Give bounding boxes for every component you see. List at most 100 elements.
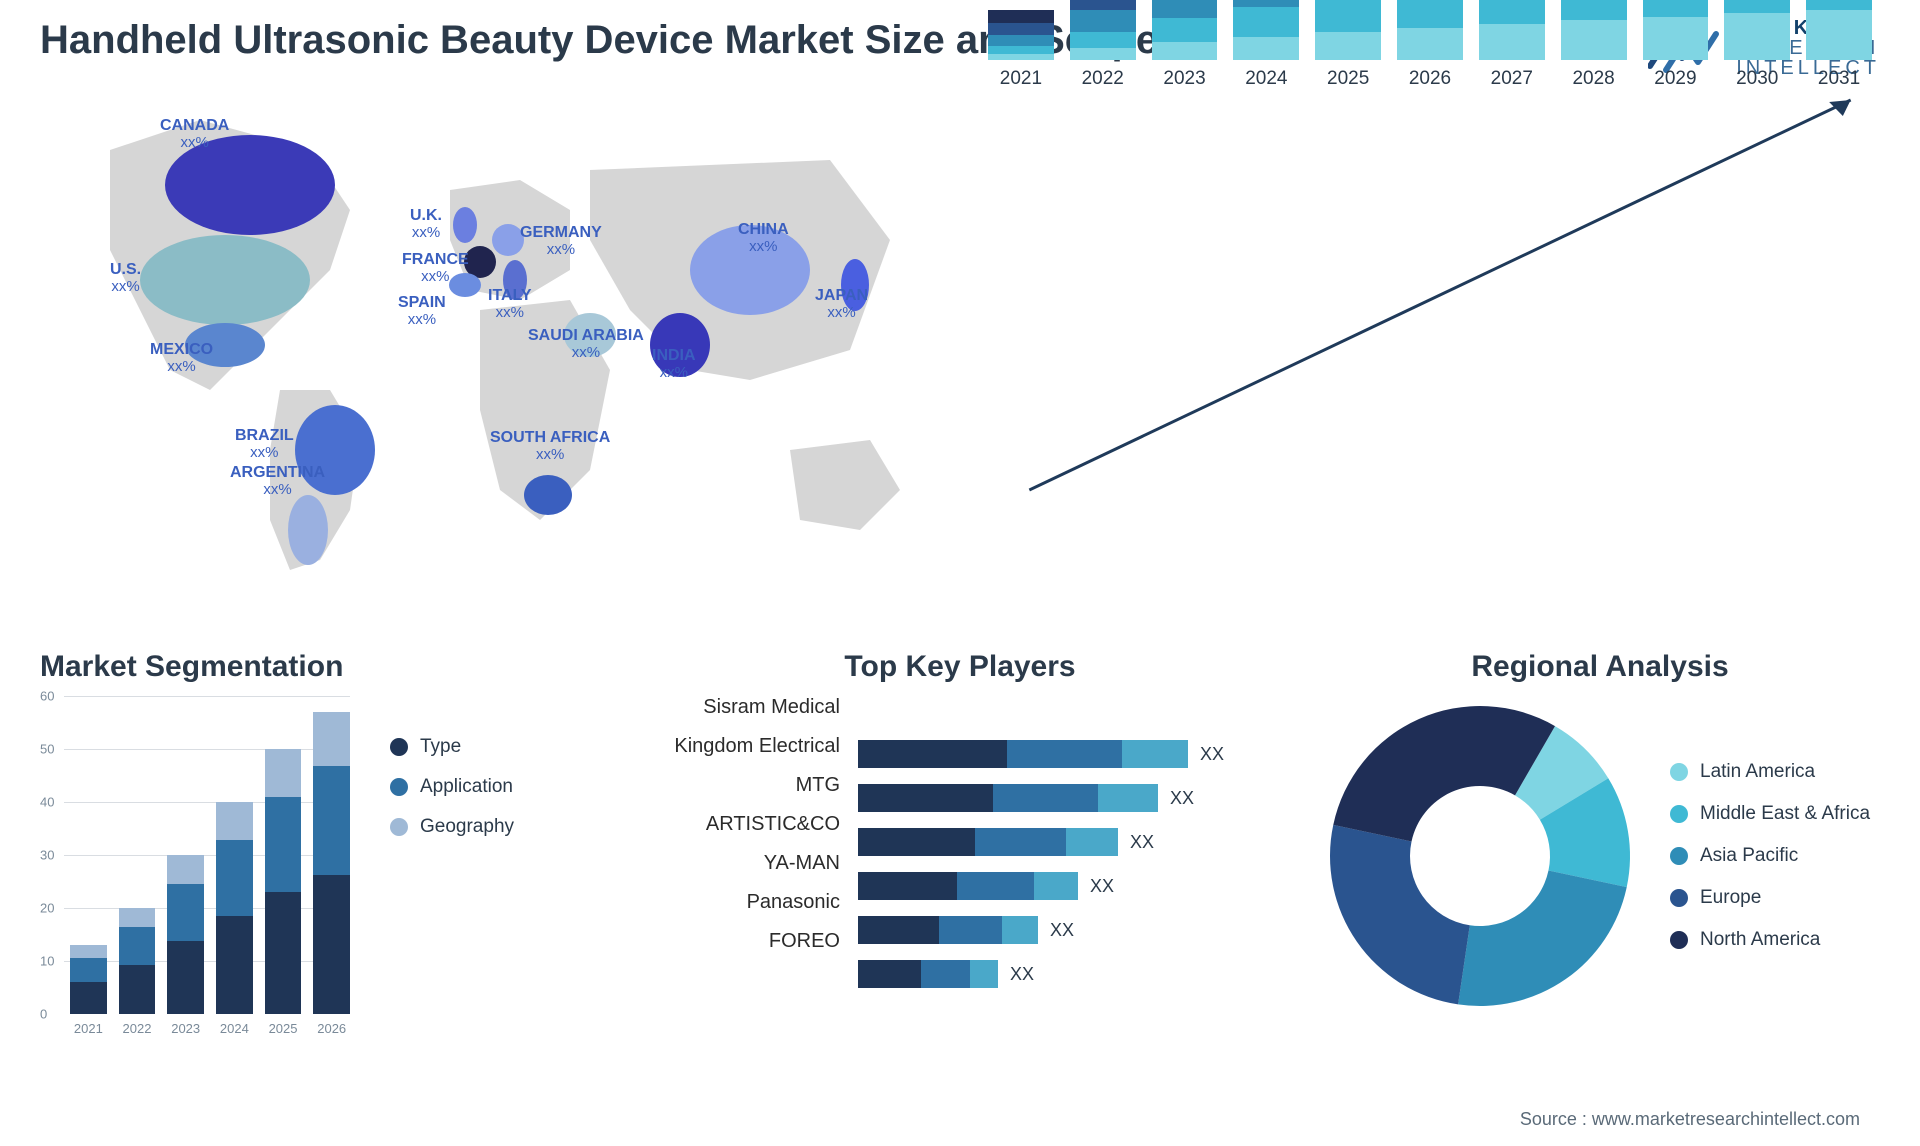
- player-bar-ya-man: XX: [858, 872, 1280, 900]
- seg-ytick-50: 50: [40, 742, 54, 757]
- growth-bar-2026: XX: [1397, 0, 1463, 60]
- growth-bar-2029: XX: [1643, 0, 1709, 60]
- player-label-kingdom-electrical: Kingdom Electrical: [640, 735, 840, 758]
- region-legend-north-america: North America: [1670, 929, 1870, 951]
- region-legend-europe: Europe: [1670, 887, 1870, 909]
- player-label-sisram-medical: Sisram Medical: [640, 696, 840, 719]
- map-label-italy: ITALYxx%: [488, 288, 532, 321]
- map-label-spain: SPAINxx%: [398, 295, 446, 328]
- map-label-canada: CANADAxx%: [160, 118, 229, 151]
- seg-bar-2025: [265, 749, 302, 1014]
- growth-bar-2027: XX: [1479, 0, 1545, 60]
- seg-ytick-0: 0: [40, 1007, 47, 1022]
- seg-bar-2021: [70, 945, 107, 1014]
- growth-bar-2024: XX: [1233, 0, 1299, 60]
- region-legend-latin-america: Latin America: [1670, 761, 1870, 783]
- growth-bar-2022: XX: [1070, 0, 1136, 60]
- seg-bar-2023: [167, 855, 204, 1014]
- seg-xlabel-2021: 2021: [70, 1021, 107, 1036]
- map-label-south-africa: SOUTH AFRICAxx%: [490, 430, 610, 463]
- seg-bar-2022: [119, 908, 156, 1014]
- player-bar-panasonic: XX: [858, 916, 1280, 944]
- player-label-mtg: MTG: [640, 774, 840, 797]
- seg-xlabel-2024: 2024: [216, 1021, 253, 1036]
- player-label-artistic-co: ARTISTIC&CO: [640, 813, 840, 836]
- segmentation-panel: Market Segmentation 0 10 20 30 40 50 60 2021 202…: [40, 650, 600, 1080]
- player-bar-sisram-medical: [858, 696, 1280, 724]
- growth-bar-2021: XX: [988, 0, 1054, 60]
- player-label-ya-man: YA-MAN: [640, 852, 840, 875]
- map-label-china: CHINAxx%: [738, 222, 789, 255]
- legend-dot-icon: [1670, 847, 1688, 865]
- growth-xlabel-2026: 2026: [1397, 68, 1463, 90]
- map-label-japan: JAPANxx%: [815, 288, 868, 321]
- map-label-u-k-: U.K.xx%: [410, 208, 442, 241]
- growth-xlabel-2023: 2023: [1152, 68, 1218, 90]
- donut-slice-north-america: [1333, 706, 1555, 841]
- region-legend-asia-pacific: Asia Pacific: [1670, 845, 1870, 867]
- players-title: Top Key Players: [640, 650, 1280, 684]
- seg-bar-2026: [313, 712, 350, 1014]
- legend-dot-icon: [1670, 931, 1688, 949]
- legend-dot-icon: [1670, 805, 1688, 823]
- seg-ytick-30: 30: [40, 848, 54, 863]
- map-label-u-s-: U.S.xx%: [110, 262, 141, 295]
- growth-bar-2030: XX: [1724, 0, 1790, 60]
- seg-ytick-60: 60: [40, 689, 54, 704]
- map-label-saudi-arabia: SAUDI ARABIAxx%: [528, 328, 644, 361]
- growth-bar-2025: XX: [1315, 0, 1381, 60]
- seg-xlabel-2023: 2023: [167, 1021, 204, 1036]
- player-bar-mtg: XX: [858, 784, 1280, 812]
- player-label-foreo: FOREO: [640, 930, 840, 953]
- donut-slice-asia-pacific: [1458, 871, 1627, 1006]
- growth-xlabel-2030: 2030: [1724, 68, 1790, 90]
- seg-xlabel-2026: 2026: [313, 1021, 350, 1036]
- growth-xlabel-2031: 2031: [1806, 68, 1872, 90]
- growth-xlabel-2029: 2029: [1643, 68, 1709, 90]
- map-label-mexico: MEXICOxx%: [150, 342, 213, 375]
- seg-ytick-10: 10: [40, 954, 54, 969]
- seg-legend-geography: Geography: [390, 816, 570, 838]
- seg-legend-application: Application: [390, 776, 570, 798]
- world-map-panel: CANADAxx% U.S.xx% MEXICOxx% BRAZILxx% ARGENT…: [40, 90, 940, 585]
- seg-xlabel-2022: 2022: [119, 1021, 156, 1036]
- seg-ytick-20: 20: [40, 901, 54, 916]
- map-label-brazil: BRAZILxx%: [235, 428, 294, 461]
- world-map-icon: [40, 90, 940, 580]
- player-bar-foreo: XX: [858, 960, 1280, 988]
- growth-xlabel-2028: 2028: [1561, 68, 1627, 90]
- regional-panel: Regional Analysis Latin America Middle Ea…: [1320, 650, 1880, 1080]
- trend-arrow-icon: [1000, 90, 1880, 510]
- map-label-germany: GERMANYxx%: [520, 225, 602, 258]
- seg-xlabel-2025: 2025: [265, 1021, 302, 1036]
- players-panel: Top Key Players Sisram Medical Kingdom El…: [640, 650, 1280, 1080]
- donut-slice-europe: [1330, 825, 1470, 1005]
- legend-dot-icon: [1670, 889, 1688, 907]
- growth-xlabel-2027: 2027: [1479, 68, 1545, 90]
- growth-bar-2023: XX: [1152, 0, 1218, 60]
- regional-title: Regional Analysis: [1320, 650, 1880, 684]
- region-legend-middle-east-africa: Middle East & Africa: [1670, 803, 1870, 825]
- map-label-argentina: ARGENTINAxx%: [230, 465, 325, 498]
- player-label-panasonic: Panasonic: [640, 891, 840, 914]
- growth-bar-2028: XX: [1561, 0, 1627, 60]
- growth-xlabel-2022: 2022: [1070, 68, 1136, 90]
- legend-dot-icon: [390, 818, 408, 836]
- seg-ytick-40: 40: [40, 795, 54, 810]
- legend-dot-icon: [390, 778, 408, 796]
- source-line: Source : www.marketresearchintellect.com: [1520, 1109, 1860, 1130]
- player-bar-artistic-co: XX: [858, 828, 1280, 856]
- growth-bar-2031: XX: [1806, 0, 1872, 60]
- player-bar-kingdom-electrical: XX: [858, 740, 1280, 768]
- map-label-france: FRANCExx%: [402, 252, 469, 285]
- growth-xlabel-2024: 2024: [1233, 68, 1299, 90]
- growth-bar-value-2021: XX: [1008, 0, 1035, 6]
- legend-dot-icon: [390, 738, 408, 756]
- seg-legend-type: Type: [390, 736, 570, 758]
- growth-xlabel-2021: 2021: [988, 68, 1054, 90]
- legend-dot-icon: [1670, 763, 1688, 781]
- map-label-india: INDIAxx%: [652, 348, 696, 381]
- regional-donut-chart: [1320, 696, 1640, 1016]
- growth-xlabel-2025: 2025: [1315, 68, 1381, 90]
- segmentation-title: Market Segmentation: [40, 650, 600, 684]
